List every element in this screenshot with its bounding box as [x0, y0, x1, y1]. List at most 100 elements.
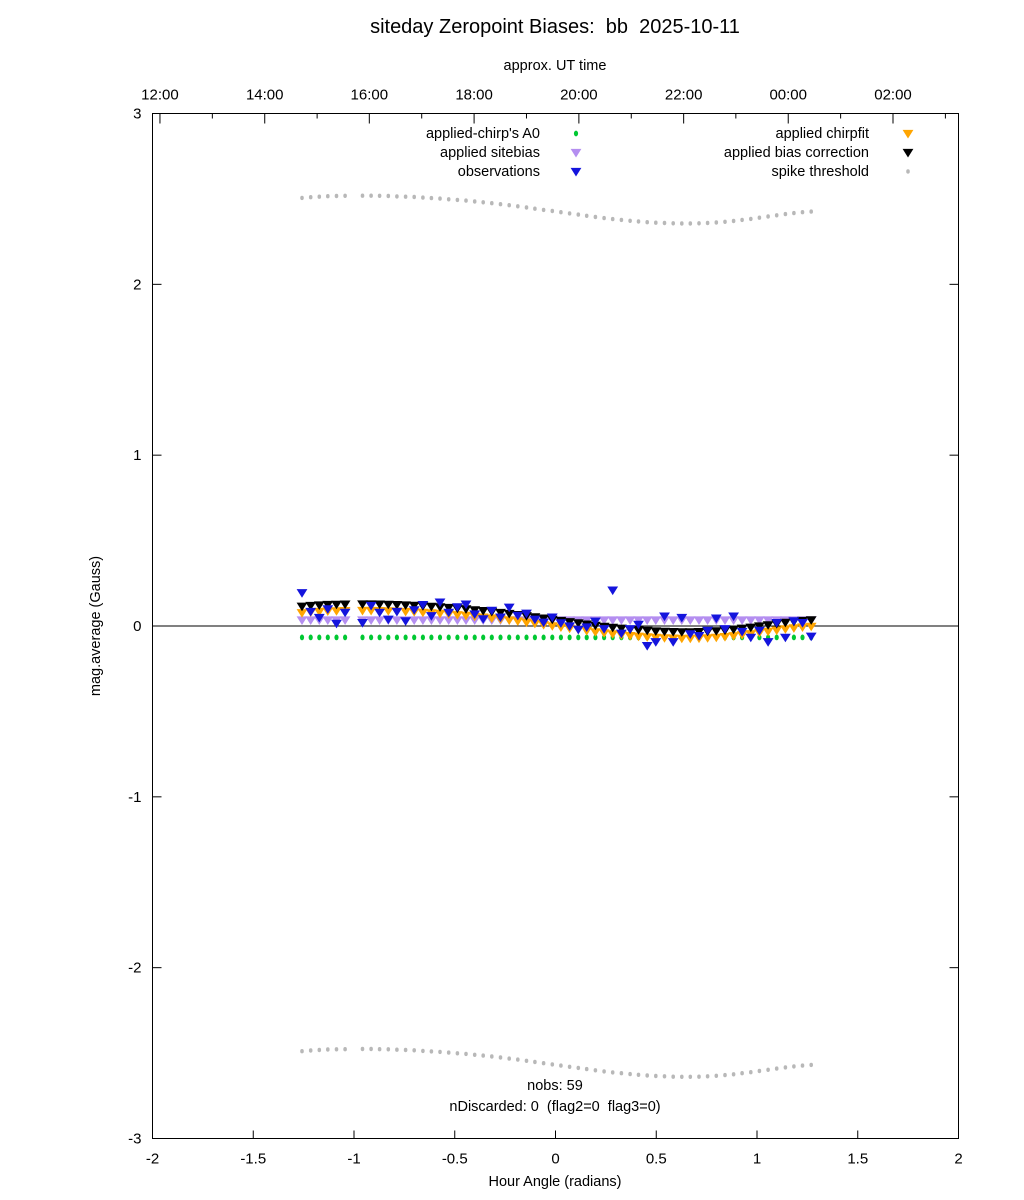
smalldot-marker: [446, 1050, 451, 1055]
smalldot-marker: [516, 204, 520, 209]
smalldot-marker: [584, 1066, 589, 1072]
dot-marker: [360, 634, 365, 641]
smalldot-marker: [326, 194, 330, 199]
triangle-marker: [452, 603, 463, 612]
dot-marker: [403, 634, 408, 641]
triangle-marker: [521, 609, 532, 619]
dot-marker: [800, 634, 805, 641]
dot-marker: [446, 634, 451, 641]
triangle-marker: [624, 632, 636, 641]
smalldot-marker: [619, 1071, 624, 1076]
dot-marker: [420, 634, 425, 641]
smalldot-marker: [490, 201, 494, 206]
legend-label: spike threshold: [771, 164, 869, 180]
triangle-marker: [719, 625, 731, 634]
smalldot-marker: [533, 206, 537, 211]
smalldot-marker: [429, 195, 434, 201]
smalldot-marker: [714, 1073, 719, 1079]
triangle-marker: [322, 616, 334, 625]
triangle-marker: [710, 627, 722, 636]
smalldot-marker: [550, 208, 555, 214]
triangle-marker: [797, 623, 808, 632]
triangle-marker: [598, 616, 610, 625]
triangle-marker: [902, 148, 914, 158]
triangle-marker: [391, 607, 403, 617]
triangle-marker: [607, 623, 619, 633]
x2-tick-label: 12:00: [141, 87, 179, 104]
triangle-marker: [667, 638, 679, 647]
smalldot-marker: [438, 196, 442, 201]
smalldot-marker: [308, 195, 313, 200]
smalldot-marker: [567, 1064, 572, 1070]
smalldot-marker: [636, 1072, 641, 1078]
smalldot-marker: [395, 194, 399, 199]
triangle-marker: [434, 616, 446, 625]
triangle-marker: [780, 633, 791, 643]
x-tick-label: -1.5: [240, 1151, 266, 1168]
smalldot-marker: [421, 195, 425, 200]
smalldot-marker: [326, 1047, 330, 1052]
smalldot-marker: [403, 1047, 408, 1053]
smalldot-marker: [602, 1069, 606, 1074]
triangle-marker: [564, 622, 575, 631]
x-axis-ticks: -2 -1.5 -1 -0.5 0 0.5 1 1.5 2: [146, 1130, 963, 1168]
triangle-marker: [296, 602, 308, 612]
dot-marker: [576, 634, 581, 641]
triangle-marker: [702, 616, 713, 625]
triangle-marker: [736, 616, 748, 625]
triangle-marker: [719, 633, 731, 642]
triangle-marker: [503, 603, 515, 613]
triangle-marker: [736, 627, 748, 637]
triangle-marker: [570, 148, 582, 158]
dot-marker: [394, 634, 399, 641]
smalldot-marker: [567, 211, 572, 216]
smalldot-marker: [541, 207, 546, 213]
triangle-marker: [503, 616, 515, 625]
x2-tick-label: 20:00: [560, 87, 598, 104]
smalldot-marker: [429, 1049, 434, 1054]
smalldot-marker: [610, 216, 615, 222]
triangle-marker: [710, 633, 722, 643]
triangle-marker: [296, 609, 308, 618]
x-tick-label: 1: [753, 1151, 761, 1168]
smalldot-marker: [714, 220, 719, 225]
triangle-marker: [452, 611, 463, 620]
smalldot-marker: [723, 1072, 727, 1078]
y-tick-label: -3: [128, 1131, 141, 1148]
triangle-marker: [745, 633, 757, 643]
smalldot-marker: [800, 1063, 805, 1068]
smalldot-marker: [731, 1072, 736, 1077]
triangle-marker: [305, 616, 317, 625]
plot-generated: -2 -1.5 -1 -0.5 0 0.5 1 1.5 2 3 2 1 0 -1 -2 -3 12:00 14:0…: [128, 87, 963, 1168]
smalldot-marker: [688, 1074, 693, 1080]
y-tick-label: -1: [128, 789, 141, 806]
smalldot-marker: [421, 1048, 425, 1054]
smalldot-marker: [740, 1071, 744, 1076]
dot-marker: [386, 634, 391, 641]
dot-marker: [481, 634, 486, 641]
y-tick-label: 3: [133, 106, 141, 123]
triangle-marker: [313, 607, 325, 617]
triangle-marker: [495, 613, 506, 623]
triangle-marker: [676, 628, 688, 637]
ndiscarded-annotation: nDiscarded: 0 (flag2=0 flag3=0): [449, 1099, 660, 1115]
triangle-marker: [693, 616, 705, 625]
triangle-marker: [616, 624, 627, 634]
triangle-marker: [365, 616, 377, 625]
x2-tick-label: 18:00: [455, 87, 493, 104]
smalldot-marker: [697, 221, 701, 226]
legend-label: observations: [458, 164, 540, 180]
y-axis-ticks: 3 2 1 0 -1 -2 -3: [128, 106, 959, 1148]
triangle-marker: [555, 619, 567, 628]
triangle-marker: [745, 616, 757, 625]
triangle-marker: [443, 603, 455, 613]
triangle-marker: [391, 616, 403, 625]
dot-marker: [489, 634, 494, 641]
smalldot-marker: [524, 205, 529, 210]
triangle-marker: [702, 634, 713, 643]
triangle-marker: [641, 633, 653, 642]
y-tick-label: -2: [128, 960, 141, 977]
triangle-marker: [538, 618, 549, 628]
dot-marker: [567, 634, 572, 641]
